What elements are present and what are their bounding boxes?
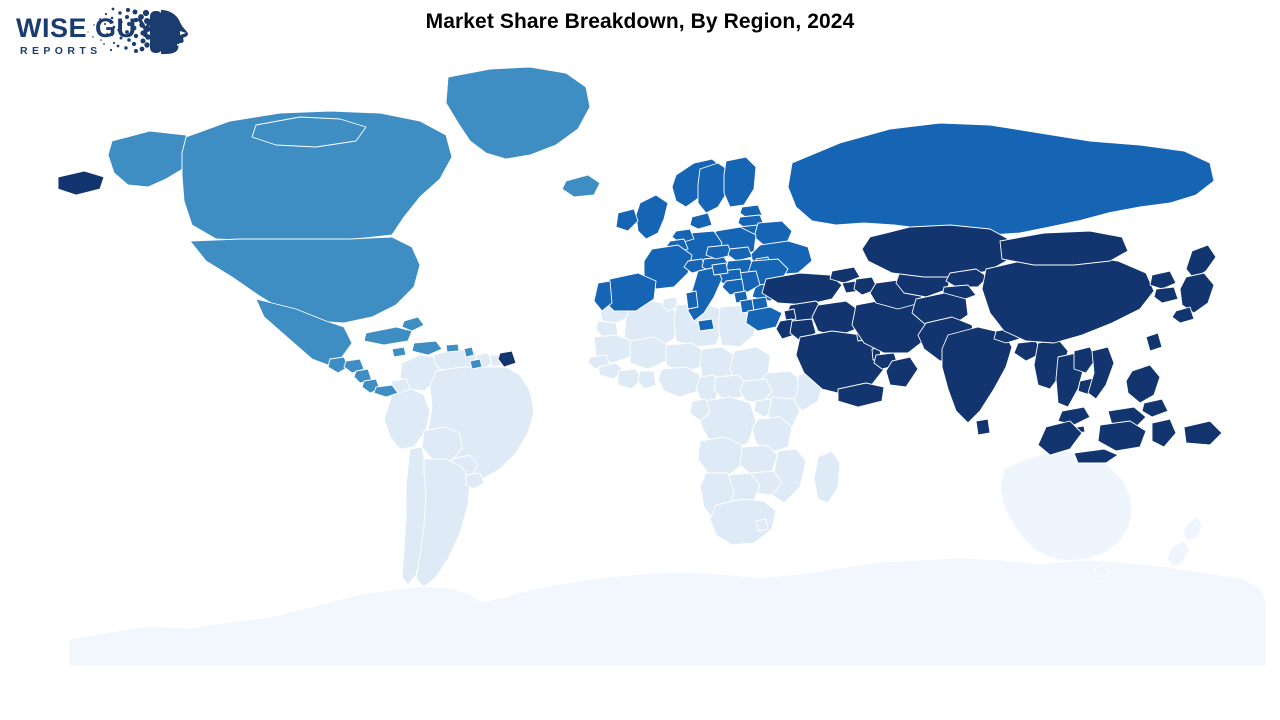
country-czechia [706,245,732,259]
map-canvas [0,55,1280,720]
country-sweden [698,163,730,213]
country-malaysia [1058,407,1090,425]
region-oceania [1000,423,1202,577]
logo-wordmark: WISE GUY [16,13,155,43]
country-bolivia [422,427,462,461]
region-africa [588,297,840,545]
country-hispaniola [412,341,442,355]
country-peru [384,389,430,449]
country-bahamas [402,317,424,331]
country-slovakia [728,247,752,261]
country-israel [776,319,794,339]
country-tanzania [752,417,792,453]
country-sri-lanka [976,419,990,435]
country-madagascar [814,451,840,503]
logo-graphic: WISE GUY REPORTS [16,7,189,57]
dotted-head-profile-icon [87,7,189,54]
country-philippines-south [1142,399,1168,417]
country-canada [182,111,452,241]
wise-guy-reports-logo: WISE GUY REPORTS [10,4,195,62]
country-south-korea [1154,287,1178,303]
country-algeria [624,301,678,347]
country-sardinia [686,291,698,309]
country-ireland [616,209,638,231]
country-taiwan [1146,333,1162,351]
country-tunisia [662,297,678,311]
country-yemen [838,383,884,407]
country-nigeria [658,367,700,397]
country-united-kingdom [636,195,668,239]
country-trinidad [470,359,482,369]
country-finland [724,157,756,207]
region-europe-russia [594,123,1214,331]
country-japan-kyushu [1172,307,1194,323]
country-lebanon [784,309,796,321]
country-canada-arctic-isles [252,117,366,147]
country-united-states [190,237,420,323]
country-iceland [562,175,600,197]
country-kyrgyzstan [946,269,988,287]
country-new-zealand-north [1183,517,1202,541]
country-tasmania [1095,565,1110,577]
country-alaska [108,131,196,187]
country-mali [630,337,668,369]
country-niger [666,343,704,373]
country-denmark [690,213,712,229]
country-gabon [690,399,710,421]
country-antarctica [70,559,1265,665]
country-australia [1000,451,1132,561]
country-new-zealand-south [1167,541,1190,567]
country-panama [374,385,398,397]
country-japan [1186,245,1216,279]
country-oman [886,357,918,387]
country-philippines [1126,365,1160,403]
region-south-america [384,349,534,587]
country-uruguay [466,473,484,489]
country-puerto-rico [446,344,459,352]
country-greenland [446,67,590,159]
country-malaysia-borneo [1108,407,1146,427]
country-laos [1074,347,1096,373]
region-antarctica [70,559,1265,665]
country-turkey [762,273,842,305]
region-asia-pacific-middle-east [58,171,1222,463]
country-jamaica [392,347,406,357]
country-indonesia-sulawesi [1152,419,1176,447]
country-chukotka-wrap [58,171,104,195]
country-central-african-republic [714,375,748,399]
country-georgia [830,267,860,283]
country-lesotho [756,519,768,531]
country-north-korea [1150,271,1176,289]
country-south-africa [710,499,776,545]
region-north-america [108,67,600,397]
country-ivory-coast [618,369,642,389]
world-choropleth-map [0,55,1280,720]
country-sicily [698,319,714,331]
country-indonesia-sumatra [1038,421,1082,455]
country-western-sahara [596,321,618,337]
country-angola [698,437,742,477]
country-japan-honshu [1180,273,1214,313]
country-guatemala [328,357,348,373]
country-indonesia-papua [1184,421,1222,445]
country-french-guiana [498,351,516,367]
page-title: Market Share Breakdown, By Region, 2024 [425,10,855,33]
country-vietnam [1088,347,1114,399]
country-france [644,245,692,289]
country-portugal [594,281,612,311]
country-cuba [364,327,412,345]
country-greece [746,307,782,331]
country-ghana [638,371,656,389]
country-indonesia-borneo [1098,421,1146,451]
country-argentina [416,459,470,587]
country-lesser-antilles [464,347,474,357]
country-mongolia [1000,231,1128,265]
country-russia [788,123,1214,235]
country-slovenia [712,263,728,275]
country-china [982,255,1154,343]
country-indonesia-java [1074,449,1118,463]
logo-subwordmark: REPORTS [20,45,102,57]
